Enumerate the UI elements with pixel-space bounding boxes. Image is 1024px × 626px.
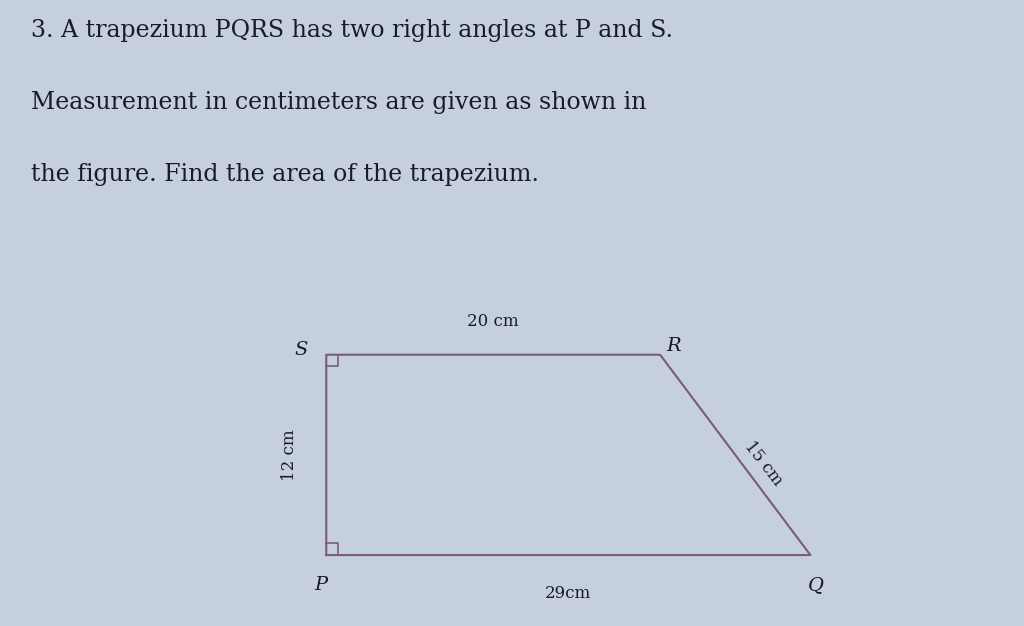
Text: the figure. Find the area of the trapezium.: the figure. Find the area of the trapezi… — [31, 163, 539, 186]
Text: S: S — [295, 341, 308, 359]
Text: Measurement in centimeters are given as shown in: Measurement in centimeters are given as … — [31, 91, 646, 114]
Text: Q: Q — [807, 576, 823, 594]
Text: R: R — [667, 337, 681, 356]
Text: 3. A trapezium PQRS has two right angles at P and S.: 3. A trapezium PQRS has two right angles… — [31, 19, 673, 42]
Text: 29cm: 29cm — [545, 585, 592, 602]
Text: P: P — [314, 576, 328, 594]
Polygon shape — [327, 355, 810, 555]
Text: 15 cm: 15 cm — [741, 438, 786, 489]
Text: 20 cm: 20 cm — [467, 313, 519, 330]
Text: 12 cm: 12 cm — [281, 429, 298, 481]
